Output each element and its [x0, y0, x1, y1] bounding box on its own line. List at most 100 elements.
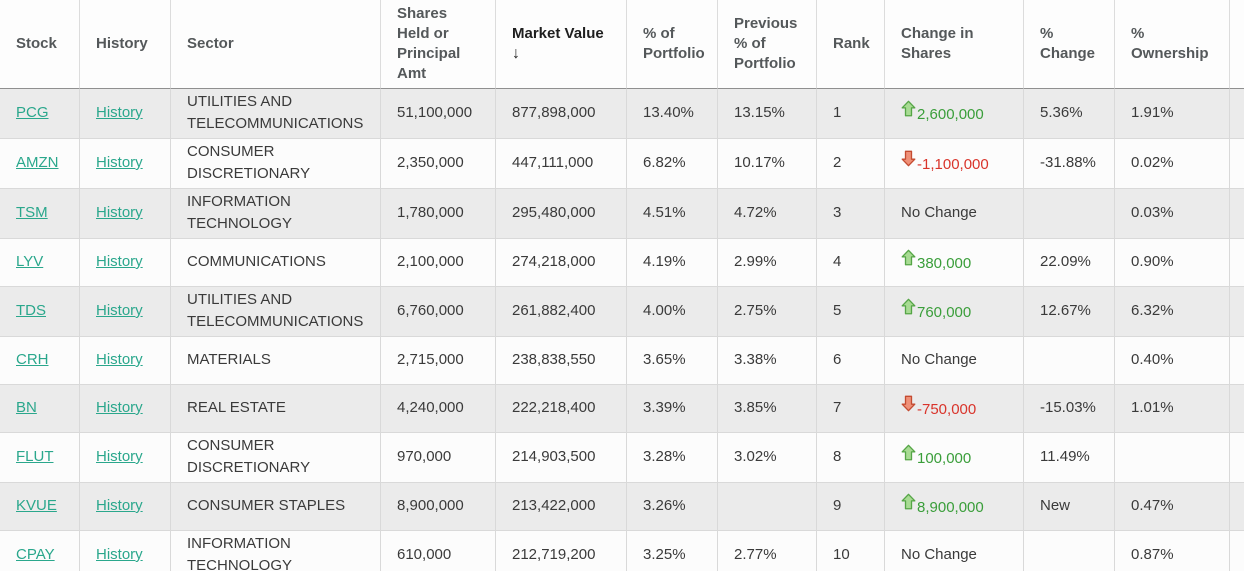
history-link[interactable]: History	[96, 253, 143, 270]
sector-cell: CONSUMER STAPLES	[171, 482, 381, 531]
prev-pct-portfolio-cell: 3.38%	[718, 336, 817, 385]
stock-link[interactable]: KVUE	[16, 497, 57, 514]
no-change-label: No Change	[901, 351, 977, 368]
sector-cell: INFORMATION TECHNOLOGY	[171, 530, 381, 571]
pct-portfolio-cell: 13.40%	[627, 88, 718, 139]
rank-cell: 2	[817, 138, 885, 189]
change-in-shares-cell: 2,600,000	[885, 88, 1024, 139]
col-header-label: % Change	[1040, 24, 1096, 62]
prev-pct-portfolio-cell: 4.72%	[718, 188, 817, 239]
col-header-label: Market Value	[512, 25, 604, 43]
col-header-pct_portfolio[interactable]: % of Portfolio	[627, 0, 718, 89]
header-row: Stock History Sector Shares Held or Princip…	[0, 0, 1244, 89]
table-row: CRH History MATERIALS 2,715,000 238,838,550 3…	[0, 336, 1244, 385]
table-body: PCG History UTILITIES AND TELECOMMUNICATIO…	[0, 88, 1244, 571]
market-value-cell: 447,111,000	[496, 138, 627, 189]
stock-cell: KVUE	[0, 482, 80, 531]
col-header-next[interactable]	[1230, 0, 1244, 89]
stock-cell: PCG	[0, 88, 80, 139]
col-header-rank[interactable]: Rank	[817, 0, 885, 89]
up-arrow-icon	[901, 493, 916, 510]
stock-link[interactable]: AMZN	[16, 154, 59, 171]
market-value-cell: 274,218,000	[496, 238, 627, 287]
history-link[interactable]: History	[96, 497, 143, 514]
change-indicator: 100,000	[901, 444, 971, 470]
col-header-change_in_shares[interactable]: Change in Shares	[885, 0, 1024, 89]
stock-cell: BN	[0, 384, 80, 433]
sector-cell: COMMUNICATIONS	[171, 238, 381, 287]
pct-ownership-cell	[1115, 432, 1230, 483]
prev-pct-portfolio-cell: 2.75%	[718, 286, 817, 337]
shares-cell: 1,780,000	[381, 188, 496, 239]
stock-cell: CPAY	[0, 530, 80, 571]
col-header-market_value[interactable]: Market Value ↓	[496, 0, 627, 89]
history-cell: History	[80, 238, 171, 287]
pct-ownership-cell: 0.40%	[1115, 336, 1230, 385]
stock-link[interactable]: PCG	[16, 104, 49, 121]
market-value-cell: 877,898,000	[496, 88, 627, 139]
col-header-history[interactable]: History	[80, 0, 171, 89]
change-indicator: 8,900,000	[901, 493, 984, 519]
history-link[interactable]: History	[96, 448, 143, 465]
stock-link[interactable]: BN	[16, 399, 37, 416]
history-link[interactable]: History	[96, 154, 143, 171]
history-link[interactable]: History	[96, 399, 143, 416]
pct-portfolio-cell: 4.00%	[627, 286, 718, 337]
col-header-label: Rank	[833, 34, 870, 52]
history-cell: History	[80, 336, 171, 385]
table-row: TDS History UTILITIES AND TELECOMMUNICATIO…	[0, 286, 1244, 337]
stock-link[interactable]: FLUT	[16, 448, 54, 465]
shares-cell: 970,000	[381, 432, 496, 483]
col-header-shares[interactable]: Shares Held or Principal Amt	[381, 0, 496, 89]
prev-pct-portfolio-cell: 3.02%	[718, 432, 817, 483]
col-header-label: Stock	[16, 34, 57, 52]
col-header-sector[interactable]: Sector	[171, 0, 381, 89]
col-header-prev_pct_portfolio[interactable]: Previous % of Portfolio	[718, 0, 817, 89]
stock-cell: CRH	[0, 336, 80, 385]
stock-link[interactable]: LYV	[16, 253, 44, 270]
next-column-cell	[1230, 286, 1244, 337]
stock-link[interactable]: TDS	[16, 302, 46, 319]
history-cell: History	[80, 432, 171, 483]
shares-cell: 2,715,000	[381, 336, 496, 385]
stock-cell: AMZN	[0, 138, 80, 189]
rank-cell: 10	[817, 530, 885, 571]
table-row: AMZN History CONSUMER DISCRETIONARY 2,350,0…	[0, 138, 1244, 189]
change-value: -1,100,000	[917, 156, 989, 173]
change-in-shares-cell: 100,000	[885, 432, 1024, 483]
history-link[interactable]: History	[96, 204, 143, 221]
pct-ownership-cell: 1.91%	[1115, 88, 1230, 139]
next-column-cell	[1230, 238, 1244, 287]
col-header-label: Previous % of Portfolio	[734, 14, 798, 72]
next-column-cell	[1230, 432, 1244, 483]
history-link[interactable]: History	[96, 546, 143, 563]
history-link[interactable]: History	[96, 302, 143, 319]
pct-portfolio-cell: 3.39%	[627, 384, 718, 433]
history-link[interactable]: History	[96, 104, 143, 121]
sector-cell: MATERIALS	[171, 336, 381, 385]
table-row: BN History REAL ESTATE 4,240,000 222,218,400…	[0, 384, 1244, 433]
shares-cell: 2,350,000	[381, 138, 496, 189]
next-column-cell	[1230, 530, 1244, 571]
rank-cell: 6	[817, 336, 885, 385]
stock-link[interactable]: CRH	[16, 351, 49, 368]
stock-link[interactable]: TSM	[16, 204, 48, 221]
next-column-cell	[1230, 336, 1244, 385]
col-header-label: Change in Shares	[901, 24, 974, 62]
next-column-cell	[1230, 88, 1244, 139]
stock-link[interactable]: CPAY	[16, 546, 55, 563]
col-header-pct_change[interactable]: % Change	[1024, 0, 1115, 89]
col-header-stock[interactable]: Stock	[0, 0, 80, 89]
col-header-label: % Ownership	[1131, 24, 1209, 62]
history-link[interactable]: History	[96, 351, 143, 368]
rank-cell: 8	[817, 432, 885, 483]
shares-cell: 51,100,000	[381, 88, 496, 139]
col-header-pct_ownership[interactable]: % Ownership	[1115, 0, 1230, 89]
table-row: PCG History UTILITIES AND TELECOMMUNICATIO…	[0, 88, 1244, 139]
next-column-cell	[1230, 384, 1244, 433]
market-value-cell: 295,480,000	[496, 188, 627, 239]
sector-cell: CONSUMER DISCRETIONARY	[171, 432, 381, 483]
no-change-label: No Change	[901, 204, 977, 221]
shares-cell: 8,900,000	[381, 482, 496, 531]
